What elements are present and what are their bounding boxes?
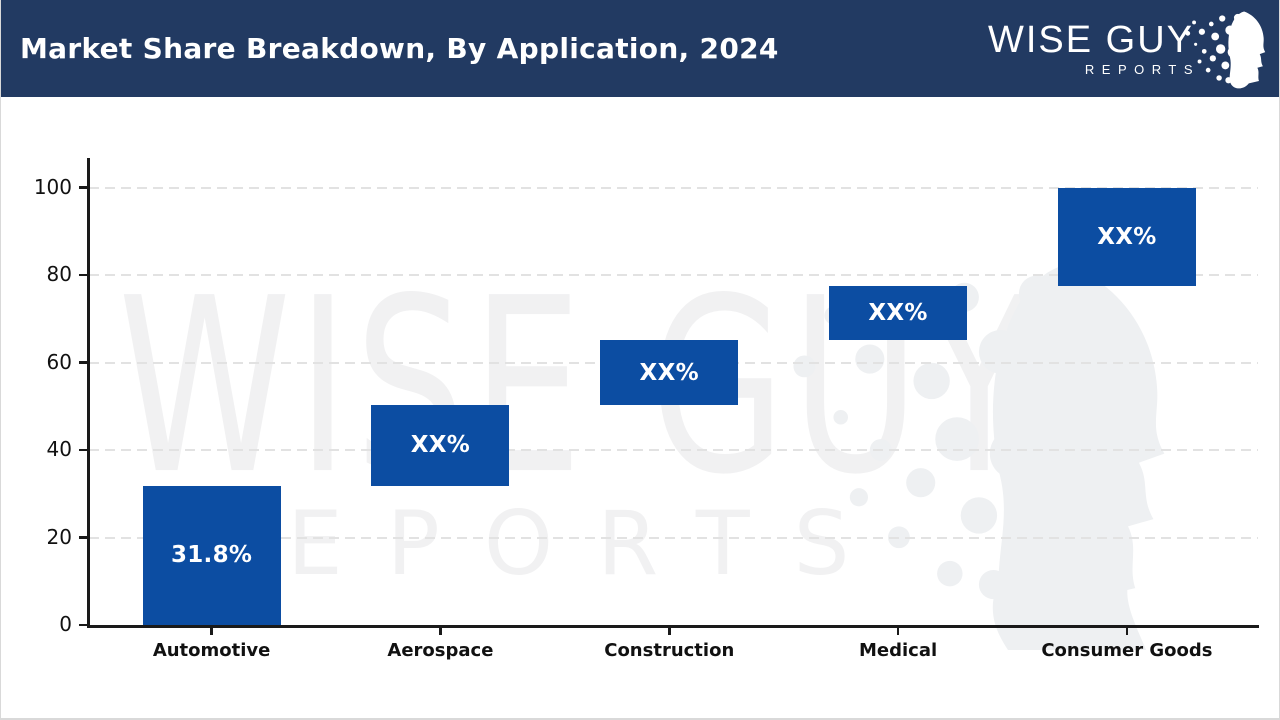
y-tick-label: 0 (59, 612, 72, 636)
x-axis-label-construction: Construction (604, 640, 735, 661)
y-tick-mark-40 (79, 448, 87, 452)
y-axis-line (86, 158, 90, 628)
x-tick-mark-construction (667, 627, 671, 635)
wise-guy-logo: WISE GUY REPORTS (988, 7, 1266, 91)
x-axis-line (86, 625, 1259, 628)
bar-value-label: XX% (410, 432, 471, 459)
y-tick-mark-100 (79, 186, 87, 189)
logo-wordmark: WISE GUY (987, 19, 1194, 61)
bar-medical: XX% (829, 285, 968, 341)
bar-automotive: 31.8% (142, 485, 281, 625)
x-axis-label-consumer-goods: Consumer Goods (1041, 640, 1213, 661)
x-tick-mark-automotive (210, 627, 213, 635)
logo-subtitle: REPORTS (1084, 62, 1200, 77)
watermark-subtitle: REPORTS (182, 492, 894, 595)
bar-value-label: XX% (1097, 223, 1157, 250)
gridline-80 (89, 274, 1258, 276)
y-tick-label: 100 (33, 174, 72, 199)
gridline-20 (89, 536, 1258, 539)
y-tick-mark-0 (79, 623, 87, 627)
watermark-head-profile (793, 264, 1165, 650)
x-axis-label-aerospace: Aerospace (387, 640, 494, 661)
page-title: Market Share Breakdown, By Application, … (20, 32, 779, 65)
x-tick-mark-medical (896, 627, 900, 635)
bar-value-label: XX% (639, 359, 699, 386)
head-profile-icon (1185, 10, 1266, 88)
bar-consumer-goods: XX% (1057, 187, 1196, 286)
y-tick-label: 40 (46, 437, 72, 461)
bar-value-label: 31.8% (170, 542, 253, 569)
x-axis-label-medical: Medical (858, 640, 938, 661)
gridline-100 (89, 186, 1258, 189)
header-bar: Market Share Breakdown, By Application, … (0, 0, 1280, 97)
y-tick-mark-80 (79, 273, 87, 277)
bar-aerospace: XX% (371, 404, 510, 486)
x-tick-mark-aerospace (439, 627, 442, 635)
y-tick-mark-20 (79, 536, 87, 539)
x-tick-mark-consumer-goods (1125, 627, 1129, 635)
y-tick-label: 80 (46, 262, 72, 286)
bar-value-label: XX% (868, 299, 928, 326)
gridline-40 (89, 449, 1258, 451)
y-tick-label: 60 (46, 349, 72, 374)
y-tick-mark-60 (79, 361, 87, 364)
bar-construction: XX% (600, 340, 739, 405)
y-tick-label: 20 (46, 524, 72, 549)
x-axis-label-automotive: Automotive (152, 640, 271, 661)
